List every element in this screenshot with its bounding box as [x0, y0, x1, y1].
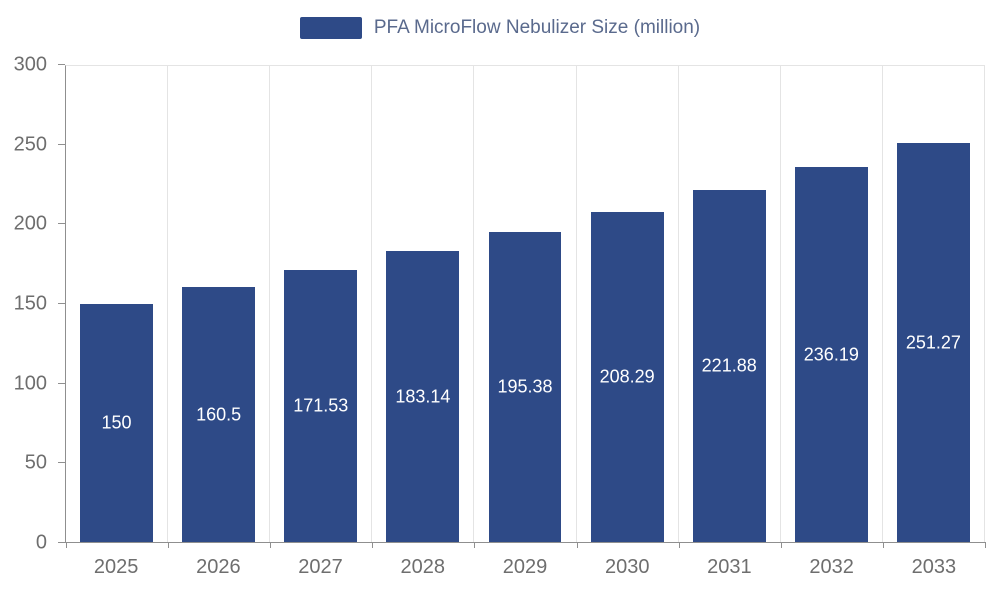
x-tick-label-2031: 2031: [707, 556, 752, 578]
y-tick-label-250: 250: [13, 133, 47, 156]
x-tick-mark: [678, 542, 680, 548]
bar-value-label: 195.38: [497, 376, 553, 397]
category-slot-2025: 150: [66, 66, 169, 542]
bar-value-label: 160.5: [196, 404, 242, 425]
bar-2028[interactable]: 183.14: [386, 251, 460, 542]
y-tick-label-150: 150: [13, 292, 47, 315]
y-tick-label-50: 50: [24, 451, 47, 474]
x-tick-mark: [270, 542, 272, 548]
plot-area: 150 160.5 171.53 183.14 195.38 208.29 221.88 23…: [65, 65, 986, 548]
x-tick-mark: [882, 542, 884, 548]
y-tick-mark: [58, 303, 65, 304]
category-slot-2028: 183.14: [372, 66, 475, 542]
x-tick-mark: [985, 542, 986, 548]
bar-value-label: 183.14: [395, 386, 451, 407]
x-tick-label-2027: 2027: [298, 556, 343, 578]
bar-value-label: 236.19: [803, 344, 859, 365]
bar-2025[interactable]: 150: [80, 304, 153, 542]
y-tick-label-200: 200: [13, 212, 47, 235]
bar-2033[interactable]: 251.27: [897, 143, 970, 542]
x-tick-mark: [474, 542, 476, 548]
legend-item[interactable]: PFA MicroFlow Nebulizer Size (million): [0, 17, 1000, 39]
x-tick-mark: [372, 542, 374, 548]
category-slot-2030: 208.29: [577, 66, 679, 542]
x-tick-label-2029: 2029: [502, 556, 548, 578]
category-slot-2027: 171.53: [270, 66, 373, 542]
bar-2029[interactable]: 195.38: [488, 232, 562, 542]
plot-wrap: 0 50 100 150 200 250 300 150 160.5 171.53 183.14 1…: [14, 54, 986, 578]
x-tick-mark: [780, 542, 782, 548]
bar-value-label: 150: [101, 412, 132, 433]
y-axis: 0 50 100 150 200 250 300: [0, 54, 65, 554]
x-tick-label-2032: 2032: [809, 556, 854, 578]
legend-swatch: [299, 17, 362, 39]
bar-value-label: 221.88: [701, 355, 757, 376]
bar-2026[interactable]: 160.5: [182, 287, 256, 542]
y-tick-mark: [58, 143, 65, 145]
bar-2027[interactable]: 171.53: [284, 269, 358, 542]
x-tick-label-2030: 2030: [604, 556, 650, 578]
x-tick-label-2028: 2028: [400, 556, 446, 578]
category-slot-2026: 160.5: [168, 66, 271, 542]
y-tick-mark: [58, 462, 65, 464]
x-tick-mark: [168, 542, 170, 548]
bar-2031[interactable]: 221.88: [692, 189, 766, 542]
bar-value-label: 251.27: [905, 332, 961, 353]
category-slot-2029: 195.38: [474, 66, 577, 542]
y-tick-label-0: 0: [35, 531, 47, 554]
bar-value-label: 171.53: [293, 395, 349, 416]
y-tick-mark: [58, 382, 65, 384]
legend-label: PFA MicroFlow Nebulizer Size (million): [373, 17, 701, 38]
y-tick-label-100: 100: [13, 372, 47, 395]
category-slot-2033: 251.27: [883, 66, 985, 542]
x-tick-label-2026: 2026: [196, 556, 241, 578]
y-tick-label-300: 300: [13, 53, 47, 76]
category-slot-2031: 221.88: [679, 66, 781, 542]
y-tick-mark: [58, 542, 65, 543]
x-tick-mark: [576, 542, 578, 548]
x-axis-labels: 2025 2026 2027 2028 2029 2030 2031 2032 2033: [65, 543, 985, 579]
x-tick-label-2025: 2025: [93, 556, 139, 578]
x-tick-label-2033: 2033: [911, 556, 957, 578]
y-tick-mark: [58, 64, 65, 65]
category-slot-2032: 236.19: [781, 66, 883, 542]
bar-2030[interactable]: 208.29: [590, 211, 664, 542]
bar-value-label: 208.29: [599, 366, 655, 387]
y-tick-mark: [58, 223, 65, 225]
bar-2032[interactable]: 236.19: [794, 167, 868, 542]
x-tick-mark: [66, 542, 67, 548]
